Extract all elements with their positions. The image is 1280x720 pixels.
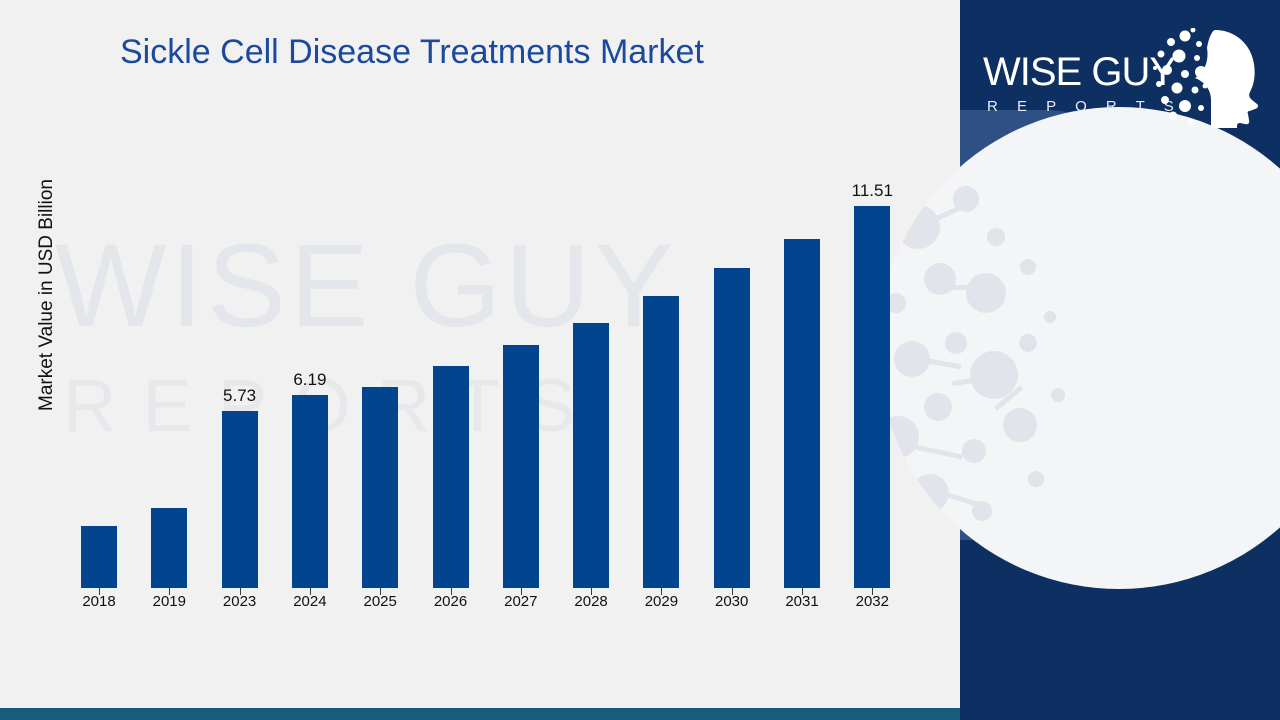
bar-2030 bbox=[713, 267, 750, 588]
bar-value-label-2024: 6.19 bbox=[293, 370, 327, 389]
x-tick-2024 bbox=[309, 588, 311, 595]
bar-value-label-2032: 11.51 bbox=[851, 181, 893, 201]
bar-2019 bbox=[151, 508, 188, 588]
bar-2025 bbox=[362, 386, 399, 588]
x-tick-2029 bbox=[661, 588, 663, 595]
x-tick-2019 bbox=[169, 588, 171, 595]
x-tick-label-2018: 2018 bbox=[82, 593, 116, 610]
bar-2032 bbox=[854, 206, 891, 588]
bar-value-label-2023: 5.73 bbox=[223, 386, 257, 406]
x-tick-label-2029: 2029 bbox=[644, 593, 679, 610]
x-tick-label-2032: 2032 bbox=[855, 593, 889, 610]
page-title: Sickle Cell Disease Treatments Market bbox=[120, 33, 704, 71]
x-tick-2026 bbox=[450, 588, 452, 595]
bar-2027 bbox=[502, 344, 539, 588]
decorative-circle bbox=[878, 107, 1280, 589]
bar-2029 bbox=[643, 296, 680, 588]
bar-2023 bbox=[221, 411, 258, 588]
bar-chart: Market Value in USD Billion 5.73 6.19 11.5… bbox=[36, 179, 898, 610]
bar-2026 bbox=[432, 366, 469, 588]
brand-logo[interactable]: WISE GUY R E P O R T S bbox=[975, 28, 1265, 128]
bar-2024 bbox=[291, 395, 328, 588]
logo-tagline: R E P O R T S bbox=[987, 98, 1182, 115]
x-tick-label-2028: 2028 bbox=[574, 593, 608, 610]
bar-2031 bbox=[784, 238, 820, 588]
x-tick-2025 bbox=[380, 588, 382, 595]
x-tick-2030 bbox=[731, 588, 733, 595]
x-tick-2018 bbox=[99, 588, 100, 595]
x-tick-label-2025: 2025 bbox=[363, 593, 397, 610]
x-tick-label-2027: 2027 bbox=[504, 593, 538, 610]
x-tick-2031 bbox=[802, 588, 803, 595]
y-axis-label: Market Value in USD Billion bbox=[36, 179, 57, 411]
bar-2018 bbox=[81, 525, 117, 588]
x-tick-label-2030: 2030 bbox=[715, 593, 749, 610]
x-tick-label-2024: 2024 bbox=[293, 593, 327, 610]
x-tick-2032 bbox=[872, 588, 874, 595]
bottom-accent-strip bbox=[0, 708, 960, 720]
x-tick-label-2023: 2023 bbox=[222, 593, 257, 610]
x-tick-2023 bbox=[239, 588, 241, 595]
x-tick-label-2019: 2019 bbox=[152, 593, 186, 610]
dotted-head-profile-icon bbox=[1153, 28, 1259, 128]
x-tick-2028 bbox=[591, 588, 593, 595]
x-tick-2027 bbox=[520, 588, 522, 595]
x-tick-label-2031: 2031 bbox=[785, 593, 819, 610]
x-tick-label-2026: 2026 bbox=[433, 593, 468, 610]
molecule-pattern-icon bbox=[878, 186, 1065, 536]
logo-wordmark: WISE GUY bbox=[983, 50, 1176, 94]
bar-2028 bbox=[573, 322, 610, 588]
bar-series: 5.73 6.19 11.51 bbox=[78, 180, 898, 588]
